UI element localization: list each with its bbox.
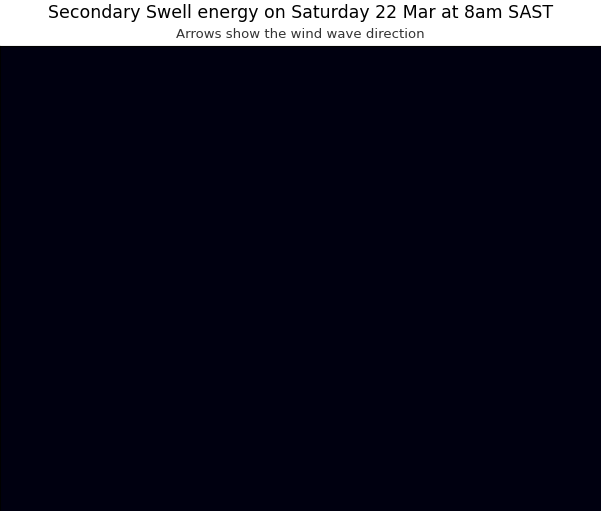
Text: Secondary Swell energy on Saturday 22 Mar at 8am SAST: Secondary Swell energy on Saturday 22 Ma… (48, 4, 553, 22)
Text: Arrows show the wind wave direction: Arrows show the wind wave direction (176, 28, 425, 41)
